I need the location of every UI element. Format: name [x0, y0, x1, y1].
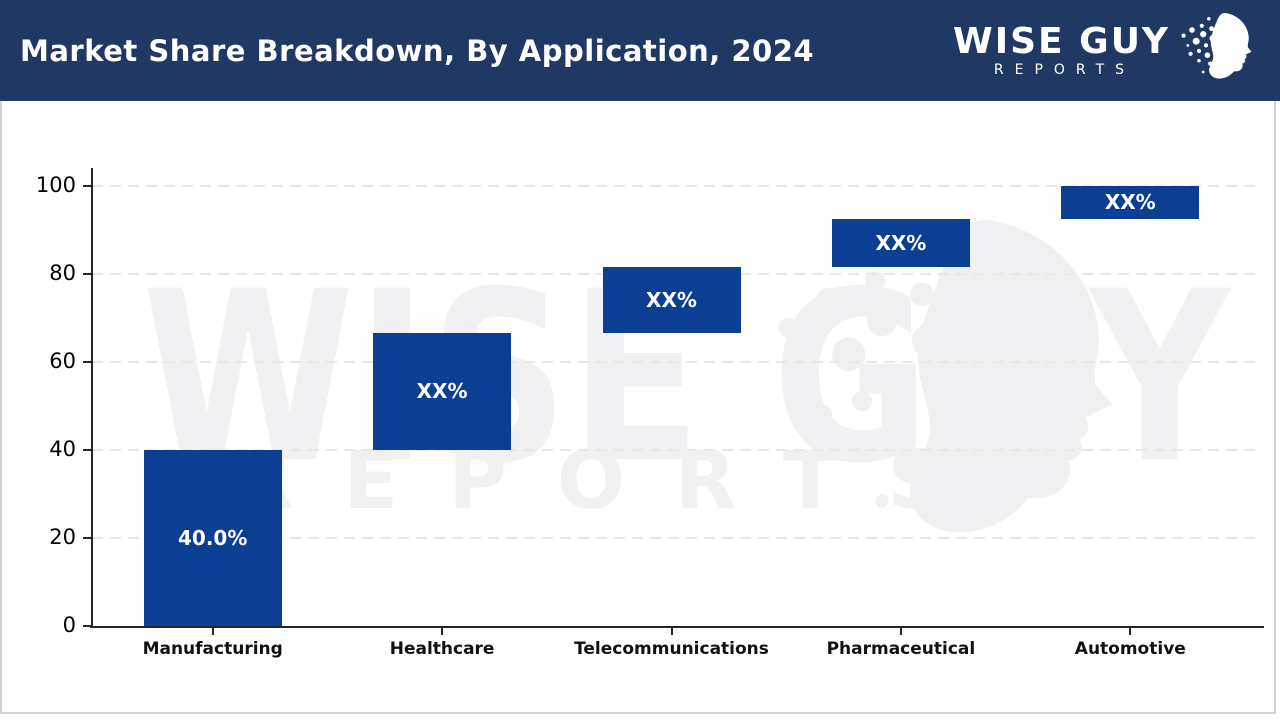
waterfall-bar-healthcare: XX%	[373, 333, 512, 450]
y-tick-label-20: 20	[49, 524, 76, 549]
x-tick-mark-4	[1129, 628, 1132, 635]
logo-wordmark-line2: REPORTS	[993, 62, 1136, 79]
y-tick-mark-0	[83, 625, 91, 627]
chart-canvas: WISE GUY REPORTS 40.0% XX% XX% XX% XX% 0 20 40…	[0, 101, 1276, 714]
x-category-label-3: Pharmaceutical	[826, 639, 976, 659]
y-tick-label-80: 80	[49, 260, 76, 285]
y-tick-mark-40	[83, 448, 91, 451]
gridline-40	[92, 448, 1260, 451]
x-category-label-1: Healthcare	[389, 639, 495, 659]
y-tick-label-60: 60	[49, 348, 76, 373]
x-tick-mark-0	[211, 628, 214, 635]
waterfall-bar-pharmaceutical: XX%	[831, 218, 970, 268]
bar-value-label-manufacturing: 40.0%	[177, 525, 248, 550]
y-tick-mark-100	[83, 184, 91, 187]
y-tick-mark-80	[83, 272, 91, 275]
x-axis-line	[90, 626, 1264, 628]
waterfall-bar-manufacturing: 40.0%	[143, 449, 282, 626]
waterfall-bar-telecommunications: XX%	[602, 267, 741, 334]
watermark-text-line2: REPORTS	[232, 434, 996, 527]
x-category-label-0: Manufacturing	[142, 639, 283, 659]
logo-wordmark: WISE GUY REPORTS	[952, 20, 1170, 79]
bar-layer: 40.0% XX% XX% XX% XX%	[2, 101, 1274, 712]
gridline-60	[92, 360, 1260, 363]
x-category-label-4: Automotive	[1074, 639, 1186, 659]
page-title: Market Share Breakdown, By Application, …	[20, 33, 815, 68]
header-bar: Market Share Breakdown, By Application, …	[0, 0, 1280, 101]
y-tick-label-0: 0	[62, 613, 76, 637]
x-category-label-2: Telecommunications	[574, 639, 769, 659]
y-tick-label-100: 100	[35, 172, 76, 197]
axis-layer: 0 20 40 60 80 100 Manufacturing Healthcare Telec…	[2, 101, 1274, 712]
y-axis-line	[91, 167, 93, 628]
x-tick-mark-2	[670, 628, 673, 635]
bar-value-label-pharmaceutical: XX%	[875, 230, 927, 255]
waterfall-bar-automotive: XX%	[1061, 185, 1200, 219]
y-tick-mark-60	[83, 360, 91, 363]
gridline-20	[92, 536, 1260, 539]
dotted-head-icon	[1174, 9, 1266, 93]
bar-value-label-automotive: XX%	[1104, 190, 1156, 215]
x-tick-mark-3	[899, 628, 902, 635]
bar-value-label-healthcare: XX%	[416, 379, 468, 404]
bar-value-label-telecommunications: XX%	[646, 288, 697, 313]
x-tick-mark-1	[441, 628, 444, 635]
gridline-100	[92, 184, 1260, 187]
y-tick-label-40: 40	[49, 436, 76, 461]
logo-wordmark-line1: WISE GUY	[952, 20, 1170, 62]
y-tick-mark-20	[83, 536, 91, 539]
wiseguy-logo: WISE GUY REPORTS	[953, 9, 1266, 93]
